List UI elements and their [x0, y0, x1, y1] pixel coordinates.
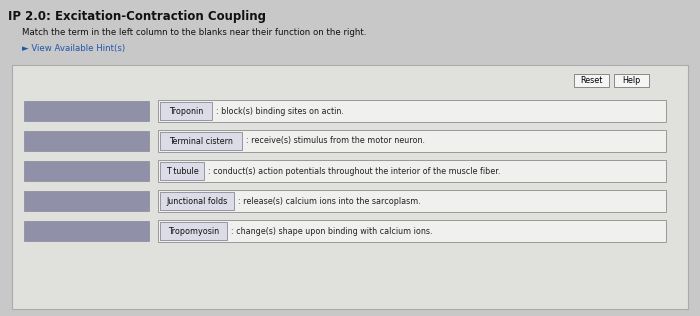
Text: : receive(s) stimulus from the motor neuron.: : receive(s) stimulus from the motor neu… — [246, 137, 425, 145]
Text: Troponin: Troponin — [169, 106, 203, 116]
Text: Junctional folds: Junctional folds — [167, 197, 228, 205]
FancyBboxPatch shape — [160, 162, 204, 180]
FancyBboxPatch shape — [24, 221, 149, 241]
FancyBboxPatch shape — [158, 130, 666, 152]
FancyBboxPatch shape — [158, 160, 666, 182]
FancyBboxPatch shape — [24, 191, 149, 211]
Text: ► View Available Hint(s): ► View Available Hint(s) — [22, 44, 125, 53]
FancyBboxPatch shape — [24, 101, 149, 121]
Text: : block(s) binding sites on actin.: : block(s) binding sites on actin. — [216, 106, 344, 116]
Text: : conduct(s) action potentials throughout the interior of the muscle fiber.: : conduct(s) action potentials throughou… — [208, 167, 500, 175]
FancyBboxPatch shape — [160, 132, 242, 150]
FancyBboxPatch shape — [614, 74, 649, 87]
FancyBboxPatch shape — [158, 100, 666, 122]
FancyBboxPatch shape — [158, 190, 666, 212]
FancyBboxPatch shape — [24, 131, 149, 151]
FancyBboxPatch shape — [12, 65, 688, 309]
Text: Help: Help — [622, 76, 640, 85]
FancyBboxPatch shape — [160, 222, 227, 240]
FancyBboxPatch shape — [24, 161, 149, 181]
Text: Tropomyosin: Tropomyosin — [168, 227, 219, 235]
Text: : change(s) shape upon binding with calcium ions.: : change(s) shape upon binding with calc… — [231, 227, 433, 235]
Text: Terminal cistern: Terminal cistern — [169, 137, 233, 145]
Text: IP 2.0: Excitation-Contraction Coupling: IP 2.0: Excitation-Contraction Coupling — [8, 10, 266, 23]
FancyBboxPatch shape — [574, 74, 609, 87]
Text: Reset: Reset — [580, 76, 603, 85]
Text: Match the term in the left column to the blanks near their function on the right: Match the term in the left column to the… — [22, 28, 366, 37]
FancyBboxPatch shape — [158, 220, 666, 242]
FancyBboxPatch shape — [160, 192, 234, 210]
Text: T tubule: T tubule — [166, 167, 198, 175]
FancyBboxPatch shape — [160, 102, 212, 120]
Text: : release(s) calcium ions into the sarcoplasm.: : release(s) calcium ions into the sarco… — [238, 197, 421, 205]
